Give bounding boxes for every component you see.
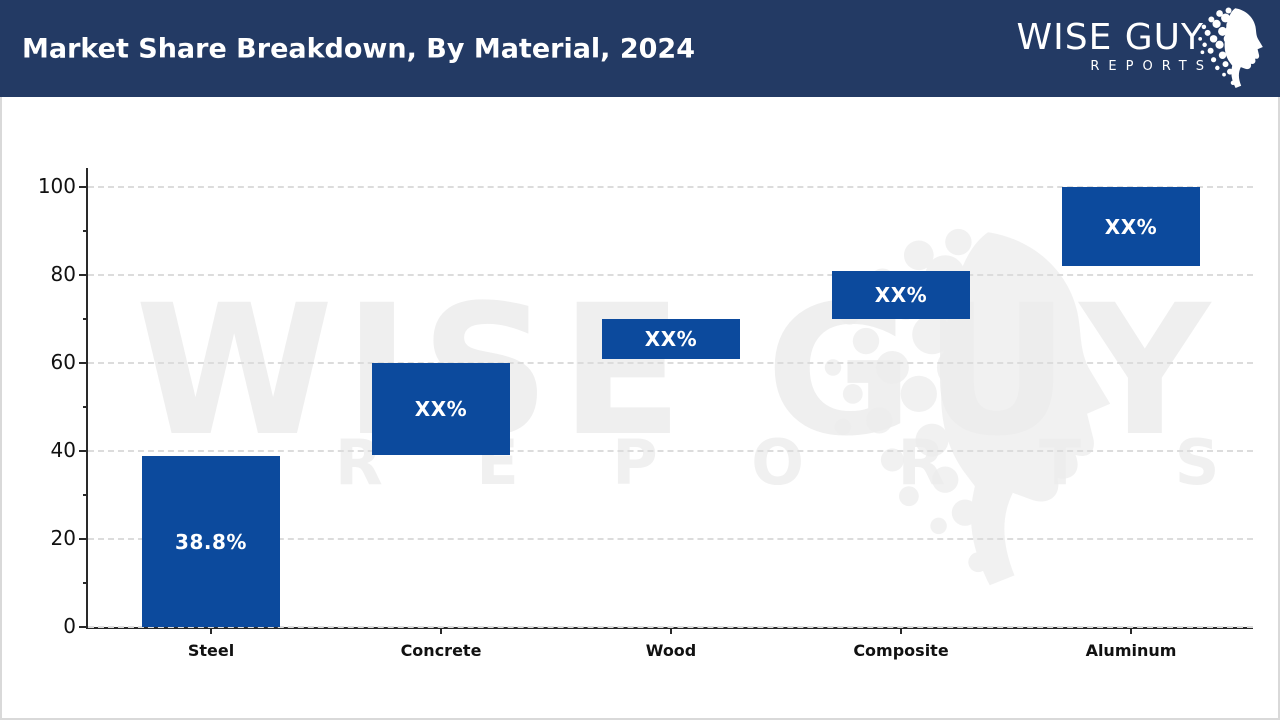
y-tick bbox=[79, 538, 88, 540]
wise-guy-head-icon bbox=[1198, 7, 1263, 89]
y-tick-label: 40 bbox=[50, 438, 76, 462]
y-tick-label: 0 bbox=[63, 614, 76, 638]
y-tick-minor bbox=[83, 230, 88, 232]
x-tick bbox=[440, 629, 442, 634]
y-tick-minor bbox=[83, 318, 88, 320]
y-tick-label: 100 bbox=[37, 174, 76, 198]
h-gridline bbox=[88, 450, 1253, 452]
brand-name: WISE GUY bbox=[1016, 17, 1204, 58]
bar-value-label: XX% bbox=[414, 397, 468, 422]
y-tick-label: 80 bbox=[50, 262, 76, 286]
y-tick bbox=[79, 626, 88, 628]
h-gridline bbox=[88, 626, 1253, 628]
y-tick bbox=[79, 274, 88, 276]
x-tick bbox=[670, 629, 672, 634]
x-category-label: Composite bbox=[853, 641, 949, 660]
bar-value-label: XX% bbox=[644, 326, 698, 351]
h-gridline bbox=[88, 186, 1253, 188]
brand-logo: WISE GUY REPORTS bbox=[1006, 4, 1266, 94]
x-category-label: Wood bbox=[645, 641, 697, 660]
x-category-label: Concrete bbox=[400, 641, 482, 660]
x-category-label: Steel bbox=[187, 641, 235, 660]
x-tick bbox=[1130, 629, 1132, 634]
header-bar: Market Share Breakdown, By Material, 202… bbox=[0, 0, 1280, 97]
x-axis-line bbox=[86, 627, 1253, 629]
bar-value-label: XX% bbox=[1104, 214, 1158, 239]
h-gridline bbox=[88, 538, 1253, 540]
y-tick bbox=[79, 186, 88, 188]
bar-concrete: XX% bbox=[372, 363, 510, 456]
x-tick bbox=[900, 629, 902, 634]
x-category-label: Aluminum bbox=[1085, 641, 1177, 660]
page-title: Market Share Breakdown, By Material, 202… bbox=[22, 33, 695, 64]
x-tick bbox=[210, 629, 212, 634]
y-axis-line bbox=[86, 168, 88, 629]
bar-value-label: 38.8% bbox=[175, 529, 247, 554]
bar-aluminum: XX% bbox=[1062, 187, 1200, 267]
brand-logo-text: WISE GUY REPORTS bbox=[1016, 17, 1205, 75]
brand-subtitle: REPORTS bbox=[1090, 59, 1213, 74]
y-tick-label: 60 bbox=[50, 350, 76, 374]
bar-value-label: XX% bbox=[874, 282, 928, 307]
h-gridline bbox=[88, 362, 1253, 364]
h-gridline bbox=[88, 274, 1253, 276]
y-tick bbox=[79, 362, 88, 364]
y-tick-minor bbox=[83, 582, 88, 584]
y-tick-label: 20 bbox=[50, 526, 76, 550]
y-tick-minor bbox=[83, 406, 88, 408]
bar-wood: XX% bbox=[602, 319, 740, 359]
bar-steel: 38.8% bbox=[142, 456, 280, 627]
y-tick bbox=[79, 450, 88, 452]
y-tick-minor bbox=[83, 494, 88, 496]
bar-composite: XX% bbox=[832, 270, 970, 319]
